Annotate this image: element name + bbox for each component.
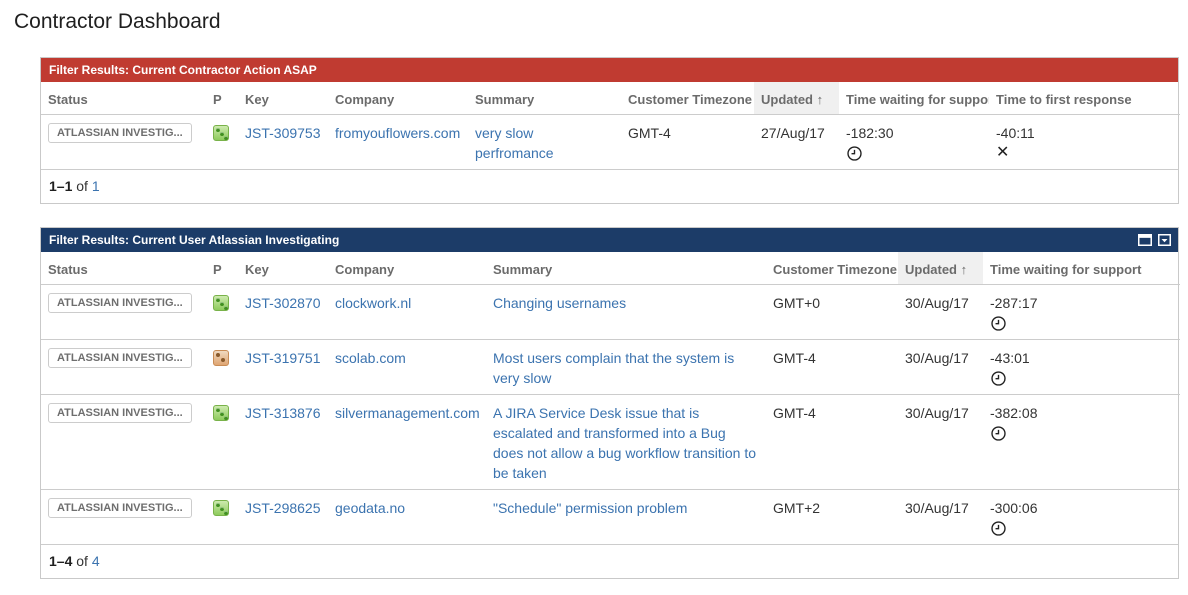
customer-timezone-value: GMT-4 <box>773 350 816 366</box>
col-status[interactable]: Status <box>41 82 206 115</box>
maximize-icon[interactable] <box>1138 234 1152 246</box>
priority-icon <box>213 295 229 311</box>
pagination: 1–1 of 1 <box>41 169 1178 203</box>
customer-timezone-value: GMT+0 <box>773 295 821 311</box>
time-waiting-value: -382:08 <box>990 405 1038 421</box>
dropdown-icon[interactable] <box>1158 234 1171 246</box>
col-key[interactable]: Key <box>238 252 328 285</box>
issue-key-link[interactable]: JST-298625 <box>245 500 321 516</box>
table-row: ATLASSIAN INVESTIG... JST-302870 clockwo… <box>41 285 1180 340</box>
summary-link[interactable]: "Schedule" permission problem <box>493 500 688 516</box>
issue-table: Status P Key Company Summary Customer Ti… <box>41 252 1180 544</box>
clock-icon <box>990 425 1173 443</box>
customer-timezone-value: GMT+2 <box>773 500 821 516</box>
customer-timezone-value: GMT-4 <box>628 125 671 141</box>
priority-icon <box>213 405 229 421</box>
company-link[interactable]: fromyouflowers.com <box>335 125 461 141</box>
col-updated-sorted[interactable]: Updated ↑ <box>754 82 839 115</box>
pagination: 1–4 of 4 <box>41 544 1178 578</box>
updated-value: 30/Aug/17 <box>905 405 969 421</box>
summary-link[interactable]: A JIRA Service Desk issue that is escala… <box>493 405 757 481</box>
gadget-atlassian-investigating: Filter Results: Current User Atlassian I… <box>40 227 1180 579</box>
priority-icon <box>213 350 229 366</box>
gadget-header: Filter Results: Current User Atlassian I… <box>41 228 1178 252</box>
customer-timezone-value: GMT-4 <box>773 405 816 421</box>
gadget-title: Filter Results: Current User Atlassian I… <box>49 233 340 247</box>
sort-ascending-icon: ↑ <box>816 92 824 107</box>
company-link[interactable]: silvermanagement.com <box>335 405 480 421</box>
col-company[interactable]: Company <box>328 82 468 115</box>
pagination-total-link[interactable]: 1 <box>91 178 100 194</box>
updated-value: 27/Aug/17 <box>761 125 825 141</box>
updated-value: 30/Aug/17 <box>905 295 969 311</box>
table-row: ATLASSIAN INVESTIG... JST-313876 silverm… <box>41 394 1180 490</box>
table-row: ATLASSIAN INVESTIG... JST-309753 fromyou… <box>41 115 1180 170</box>
issue-key-link[interactable]: JST-313876 <box>245 405 321 421</box>
time-waiting-value: -43:01 <box>990 350 1030 366</box>
table-row: ATLASSIAN INVESTIG... JST-298625 geodata… <box>41 489 1180 544</box>
sort-ascending-icon: ↑ <box>960 262 968 277</box>
time-waiting-value: -182:30 <box>846 125 894 141</box>
company-link[interactable]: scolab.com <box>335 350 406 366</box>
pagination-total-link[interactable]: 4 <box>91 553 100 569</box>
col-customer-timezone[interactable]: Customer Timezone <box>621 82 754 115</box>
status-badge: ATLASSIAN INVESTIG... <box>48 123 192 143</box>
col-priority[interactable]: P <box>206 82 238 115</box>
gadget-contractor-action-asap: Filter Results: Current Contractor Actio… <box>40 57 1180 204</box>
col-summary[interactable]: Summary <box>468 82 621 115</box>
col-customer-timezone[interactable]: Customer Timezone <box>766 252 898 285</box>
summary-link[interactable]: Most users complain that the system is v… <box>493 350 735 386</box>
gadget-header: Filter Results: Current Contractor Actio… <box>41 58 1178 82</box>
summary-link[interactable]: Changing usernames <box>493 295 627 311</box>
col-time-waiting[interactable]: Time waiting for support <box>839 82 989 115</box>
pagination-range: 1–4 <box>49 553 73 569</box>
col-key[interactable]: Key <box>238 82 328 115</box>
status-badge: ATLASSIAN INVESTIG... <box>48 293 192 313</box>
issue-table: Status P Key Company Summary Customer Ti… <box>41 82 1180 169</box>
updated-value: 30/Aug/17 <box>905 500 969 516</box>
updated-value: 30/Aug/17 <box>905 350 969 366</box>
clock-icon <box>990 520 1173 538</box>
issue-key-link[interactable]: JST-302870 <box>245 295 321 311</box>
x-icon: ✕ <box>996 144 1010 161</box>
col-time-waiting[interactable]: Time waiting for support <box>983 252 1180 285</box>
page-title: Contractor Dashboard <box>14 10 221 33</box>
time-waiting-value: -287:17 <box>990 295 1038 311</box>
clock-icon <box>990 315 1173 333</box>
company-link[interactable]: clockwork.nl <box>335 295 412 311</box>
status-badge: ATLASSIAN INVESTIG... <box>48 348 192 368</box>
time-first-response-value: -40:11 <box>996 125 1035 141</box>
clock-icon <box>846 145 982 163</box>
priority-icon <box>213 500 229 516</box>
issue-key-link[interactable]: JST-319751 <box>245 350 321 366</box>
status-badge: ATLASSIAN INVESTIG... <box>48 403 192 423</box>
col-priority[interactable]: P <box>206 252 238 285</box>
company-link[interactable]: geodata.no <box>335 500 406 516</box>
clock-icon <box>990 370 1173 388</box>
pagination-range: 1–1 <box>49 178 73 194</box>
priority-icon <box>213 125 229 141</box>
col-updated-sorted[interactable]: Updated ↑ <box>898 252 983 285</box>
col-status[interactable]: Status <box>41 252 206 285</box>
col-time-first-response[interactable]: Time to first response <box>989 82 1180 115</box>
col-company[interactable]: Company <box>328 252 486 285</box>
summary-link[interactable]: very slow perfromance <box>475 125 554 161</box>
issue-key-link[interactable]: JST-309753 <box>245 125 321 141</box>
time-waiting-value: -300:06 <box>990 500 1038 516</box>
col-summary[interactable]: Summary <box>486 252 766 285</box>
table-row: ATLASSIAN INVESTIG... JST-319751 scolab.… <box>41 339 1180 395</box>
status-badge: ATLASSIAN INVESTIG... <box>48 498 192 518</box>
gadget-title: Filter Results: Current Contractor Actio… <box>49 63 317 77</box>
